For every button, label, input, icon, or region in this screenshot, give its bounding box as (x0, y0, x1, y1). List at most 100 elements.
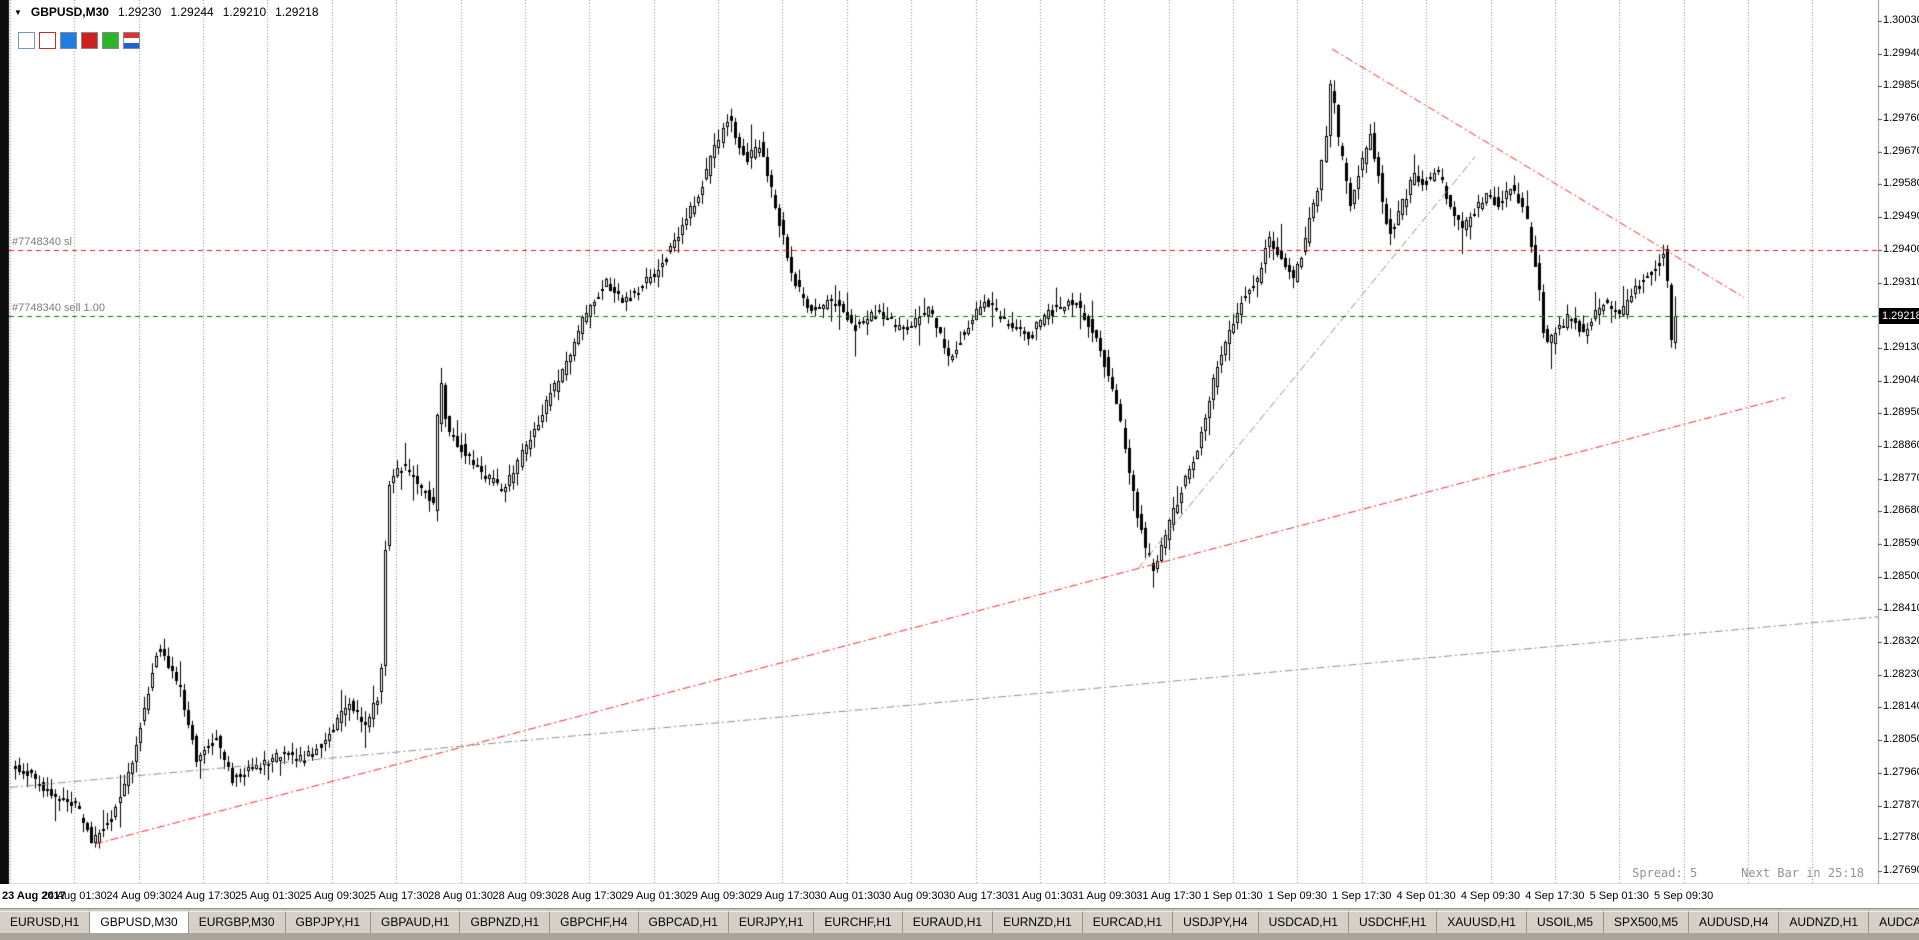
time-axis-label: 31 Aug 09:30 (1071, 890, 1137, 902)
tab-usdjpy-h4[interactable]: USDJPY,H4 (1173, 911, 1259, 933)
chart-region: ▼ GBPUSD,M30 1.29230 1.29244 1.29210 1.2… (0, 0, 1919, 908)
swatch-red[interactable] (81, 32, 98, 49)
price-axis-label: 1.28050 (1883, 733, 1919, 746)
tab-eurcad-h1[interactable]: EURCAD,H1 (1082, 911, 1174, 933)
tab-eurgbp-m30[interactable]: EURGBP,M30 (188, 911, 286, 933)
swatch-white-red-border[interactable] (39, 32, 56, 49)
time-axis-label: 29 Aug 01:30 (621, 890, 687, 902)
time-axis-label: 30 Aug 01:30 (814, 890, 880, 902)
swatch-green[interactable] (102, 32, 119, 49)
price-axis-label: 1.29580 (1883, 177, 1919, 190)
time-axis-label: 28 Aug 01:30 (428, 890, 493, 902)
tab-spx500-m5[interactable]: SPX500,M5 (1604, 911, 1690, 933)
time-axis-label: 28 Aug 09:30 (492, 890, 558, 902)
price-axis-label: 1.28500 (1883, 569, 1919, 582)
order-line-label: #7748340 sl (12, 235, 72, 248)
price-axis-label: 1.28320 (1883, 635, 1919, 648)
price-axis-label: 1.27870 (1883, 798, 1919, 811)
tab-eurusd-h1[interactable]: EURUSD,H1 (0, 911, 91, 933)
time-axis-label: 24 Aug 01:30 (41, 890, 107, 902)
time-axis-label: 25 Aug 01:30 (235, 890, 300, 902)
ohlc-low: 1.29210 (222, 5, 267, 19)
time-axis-label: 4 Sep 01:30 (1396, 890, 1456, 902)
time-axis-label: 28 Aug 17:30 (556, 890, 622, 902)
time-axis[interactable]: 23 Aug 2017 24 Aug 01:30 24 Aug 09:30 24 Au… (0, 884, 1919, 908)
tab-gbpaud-h1[interactable]: GBPAUD,H1 (371, 911, 461, 933)
price-axis-label: 1.28680 (1883, 504, 1919, 517)
price-axis-label: 1.30030 (1883, 14, 1919, 26)
horizontal-scrollbar[interactable] (0, 933, 1919, 940)
time-axis-label: 29 Aug 09:30 (685, 890, 751, 902)
time-axis-label: 30 Aug 09:30 (878, 890, 944, 902)
swatch-white-blue-border[interactable] (18, 32, 35, 49)
spread-status: Spread: 5 Next Bar in 25:18 (1632, 866, 1864, 880)
price-axis[interactable]: 1.30030 1.29940 1.29850 1.29760 1.29670 1.295… (1881, 0, 1919, 908)
ohlc-high: 1.29244 (170, 5, 214, 19)
price-axis-label: 1.29940 (1883, 46, 1919, 59)
time-axis-label: 29 Aug 17:30 (750, 890, 815, 902)
tab-gbpchf-h4[interactable]: GBPCHF,H4 (550, 911, 639, 933)
price-axis-label: 1.29760 (1883, 112, 1919, 125)
swatch-striped[interactable] (123, 32, 140, 49)
ohlc-close: 1.29218 (275, 5, 319, 19)
price-axis-label: 1.27960 (1883, 765, 1919, 778)
chart-canvas[interactable] (0, 0, 1919, 908)
time-axis-label: 25 Aug 17:30 (363, 890, 429, 902)
tab-gbpusd-m30[interactable]: GBPUSD,M30 (90, 911, 189, 933)
time-axis-label: 31 Aug 17:30 (1136, 890, 1202, 902)
time-axis-label: 1 Sep 17:30 (1332, 890, 1392, 902)
time-axis-label: 24 Aug 09:30 (106, 890, 172, 902)
price-axis-label: 1.28770 (1883, 471, 1919, 484)
time-axis-label: 1 Sep 01:30 (1203, 890, 1263, 902)
time-axis-label: 4 Sep 17:30 (1525, 890, 1585, 902)
chevron-down-icon[interactable]: ▼ (14, 8, 22, 17)
tab-usdchf-h1[interactable]: USDCHF,H1 (1348, 911, 1438, 933)
price-axis-label: 1.29040 (1883, 373, 1919, 386)
price-axis-label: 1.28230 (1883, 667, 1919, 680)
toolbar-swatches (18, 32, 140, 49)
tab-xauusd-h1[interactable]: XAUUSD,H1 (1437, 911, 1527, 933)
tab-audcad-daily[interactable]: AUDCAD,Daily (1869, 911, 1919, 933)
price-axis-label: 1.29130 (1883, 340, 1919, 353)
price-axis-label: 1.27690 (1883, 863, 1919, 876)
price-axis-label: 1.28590 (1883, 537, 1919, 550)
chart-tab-bar: EURUSD,H1 GBPUSD,M30 EURGBP,M30 GBPJPY,H1 GB… (0, 908, 1919, 933)
swatch-blue[interactable] (60, 32, 77, 49)
time-axis-label: 31 Aug 01:30 (1007, 890, 1073, 902)
tab-gbpnzd-h1[interactable]: GBPNZD,H1 (460, 911, 551, 933)
time-axis-label: 30 Aug 17:30 (943, 890, 1008, 902)
tab-audnzd-h1[interactable]: AUDNZD,H1 (1779, 911, 1870, 933)
ohlc-open: 1.29230 (117, 5, 162, 19)
price-axis-label: 1.29490 (1883, 210, 1919, 223)
tab-usdcad-h1[interactable]: USDCAD,H1 (1258, 911, 1349, 933)
next-bar-countdown-label: Next Bar in 25:18 (1741, 866, 1864, 880)
price-axis-label: 1.28950 (1883, 406, 1919, 419)
price-axis-label: 1.29310 (1883, 275, 1919, 288)
price-axis-label: 1.28410 (1883, 602, 1919, 615)
tab-gbpjpy-h1[interactable]: GBPJPY,H1 (285, 911, 372, 933)
tab-eurjpy-h1[interactable]: EURJPY,H1 (728, 911, 815, 933)
time-axis-label: 5 Sep 09:30 (1653, 890, 1714, 902)
tab-usoil-m5[interactable]: USOIL,M5 (1526, 911, 1604, 933)
time-axis-label: 4 Sep 09:30 (1460, 890, 1521, 902)
time-axis-label: 24 Aug 17:30 (170, 890, 236, 902)
price-axis-label: 1.29850 (1883, 79, 1919, 92)
chart-title: ▼ GBPUSD,M30 1.29230 1.29244 1.29210 1.2… (14, 5, 319, 19)
tab-eurnzd-h1[interactable]: EURNZD,H1 (993, 911, 1083, 933)
tab-audusd-h4[interactable]: AUDUSD,H4 (1689, 911, 1780, 933)
chart-symbol-period: GBPUSD,M30 (30, 5, 109, 19)
spread-label: Spread: 5 (1632, 866, 1698, 880)
order-line-label: #7748340 sell 1.00 (12, 301, 105, 314)
price-axis-label: 1.29400 (1883, 242, 1919, 255)
tab-euraud-h1[interactable]: EURAUD,H1 (902, 911, 994, 933)
price-axis-label: 1.28140 (1883, 700, 1919, 713)
tab-eurchf-h1[interactable]: EURCHF,H1 (814, 911, 903, 933)
price-axis-label: 1.27780 (1883, 831, 1919, 844)
current-price-badge: 1.29218 (1879, 307, 1919, 324)
time-axis-label: 25 Aug 09:30 (299, 890, 365, 902)
price-axis-label: 1.29670 (1883, 144, 1919, 157)
time-axis-label: 23 Aug 2017 (2, 890, 66, 902)
tab-gbpcad-h1[interactable]: GBPCAD,H1 (638, 911, 729, 933)
time-axis-label: 1 Sep 09:30 (1267, 890, 1328, 902)
